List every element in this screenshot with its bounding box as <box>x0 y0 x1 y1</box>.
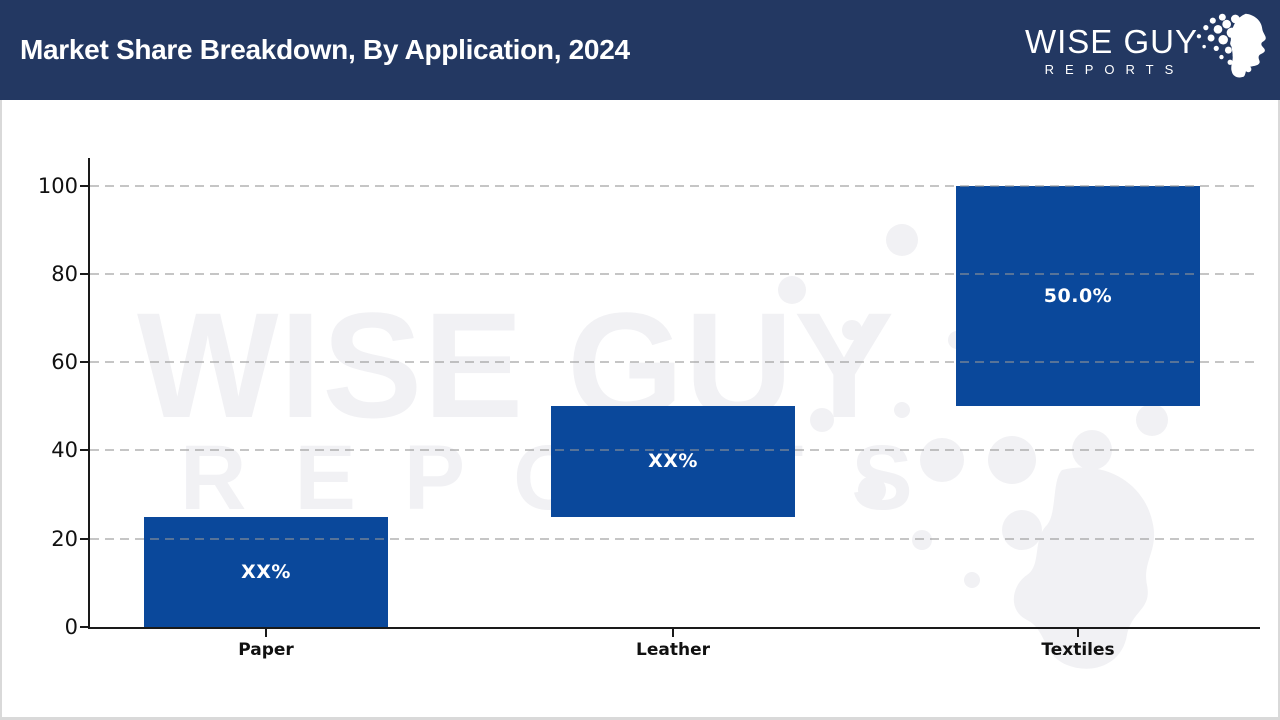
gridline <box>90 537 1258 540</box>
x-axis-tick <box>672 629 674 637</box>
x-axis-line <box>88 627 1260 629</box>
y-axis-tick <box>80 537 90 540</box>
bar-leather: XX% <box>551 406 795 517</box>
bar-textiles: 50.0% <box>956 185 1200 407</box>
logo-text: WISE GUY REPORTS <box>1025 25 1198 77</box>
wise-guy-logo: WISE GUY REPORTS <box>1025 8 1270 94</box>
bar-paper: XX% <box>144 516 388 627</box>
bar-value-label: 50.0% <box>1043 284 1113 307</box>
y-axis-tick <box>80 449 90 452</box>
x-axis-category-label: Textiles <box>1041 640 1115 660</box>
y-axis-tick-label: 20 <box>51 526 78 551</box>
gridline <box>90 184 1258 187</box>
y-axis-tick <box>80 361 90 364</box>
y-axis-line <box>88 158 90 629</box>
bar-value-label: XX% <box>648 450 698 473</box>
logo-brand-text: WISE GUY <box>1024 23 1198 60</box>
y-axis-tick-label: 40 <box>51 438 78 463</box>
y-axis-tick-label: 80 <box>51 261 78 286</box>
y-axis-tick-label: 0 <box>64 615 78 639</box>
gridline <box>90 272 1258 275</box>
bar-value-label: XX% <box>241 560 291 583</box>
gridline <box>90 449 1258 452</box>
x-axis-category-label: Paper <box>238 640 294 660</box>
header-bar: Market Share Breakdown, By Application, … <box>0 0 1280 100</box>
dotted-face-icon <box>1196 13 1266 78</box>
y-axis-tick-label: 100 <box>37 173 78 198</box>
logo-sub-text: REPORTS <box>1044 62 1185 77</box>
y-axis-tick <box>80 184 90 187</box>
y-axis-tick <box>80 626 90 628</box>
page-title: Market Share Breakdown, By Application, … <box>20 34 630 65</box>
x-axis-tick <box>265 629 267 637</box>
y-axis-tick-label: 60 <box>51 350 78 375</box>
x-axis-category-label: Leather <box>636 640 710 660</box>
y-axis-tick <box>80 272 90 275</box>
x-axis-tick <box>1077 629 1079 637</box>
gridline <box>90 361 1258 364</box>
